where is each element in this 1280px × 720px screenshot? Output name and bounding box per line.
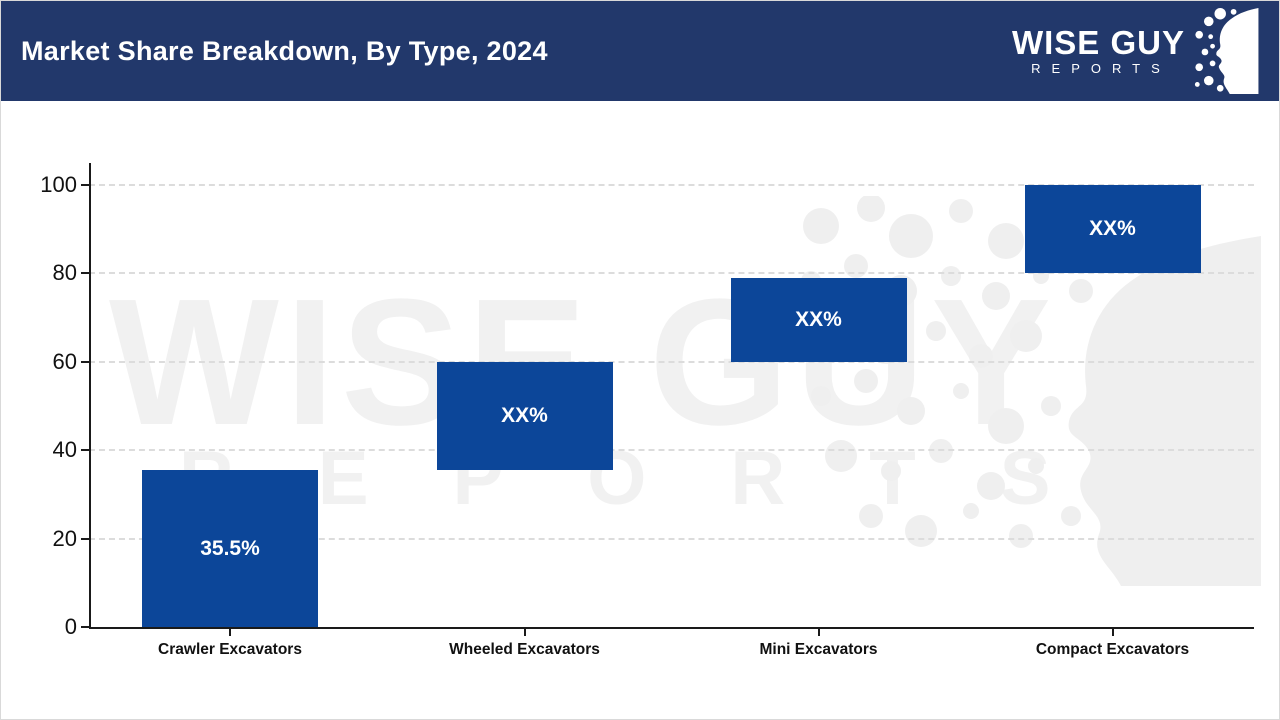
bar-value-label: XX% <box>501 403 548 427</box>
x-tick-mark <box>817 629 820 636</box>
bar-0: 35.5% <box>142 470 318 627</box>
bar-1: XX% <box>436 361 613 471</box>
x-axis-line <box>89 627 1254 629</box>
logo-face-dots-icon <box>1194 8 1259 94</box>
y-tick-mark <box>81 537 89 540</box>
bar-value-label: XX% <box>1089 217 1136 241</box>
y-tick-mark <box>81 449 89 452</box>
y-tick-mark <box>81 626 89 628</box>
gridline-80 <box>89 272 1254 275</box>
logo-text: WISE GUY REPORTS <box>1012 26 1185 76</box>
y-tick-label: 20 <box>52 525 77 551</box>
chart-plot-area: 0 20 40 60 80 100 Crawler Excavators Wheeled Ex… <box>1 101 1279 719</box>
bar-3: XX% <box>1024 185 1201 274</box>
x-tick-mark <box>1111 629 1114 636</box>
x-tick-label-2: Mini Excavators <box>759 641 878 658</box>
x-tick-label-0: Crawler Excavators <box>158 641 302 658</box>
gridline-100 <box>89 184 1254 186</box>
logo-subtitle: REPORTS <box>1031 60 1171 76</box>
y-tick-label: 80 <box>52 260 77 286</box>
watermark-subtitle: REPORTS <box>179 436 1135 521</box>
y-tick-label: 40 <box>52 437 77 463</box>
bar-value-label: 35.5% <box>200 536 260 560</box>
x-tick-mark <box>523 629 526 636</box>
watermark-face-dots-icon <box>792 196 1261 586</box>
bar-value-label: XX% <box>795 307 842 331</box>
y-tick-label: 100 <box>40 172 77 197</box>
gridline-40 <box>89 449 1254 452</box>
y-tick-label: 60 <box>52 348 77 374</box>
gridline-20 <box>89 537 1254 540</box>
y-tick-mark <box>81 360 89 363</box>
x-tick-mark <box>229 629 231 636</box>
header: Market Share Breakdown, By Type, 2024 WI… <box>1 1 1279 101</box>
bar-2: XX% <box>730 277 907 362</box>
y-tick-mark <box>81 184 89 186</box>
gridline-60 <box>89 360 1254 363</box>
logo-wordmark: WISE GUY <box>1011 24 1185 62</box>
y-tick-label: 0 <box>64 614 77 639</box>
page-title: Market Share Breakdown, By Type, 2024 <box>21 35 548 66</box>
x-tick-label-1: Wheeled Excavators <box>449 641 600 658</box>
y-tick-mark <box>81 272 89 275</box>
y-axis-line <box>89 162 91 629</box>
x-tick-label-3: Compact Excavators <box>1035 641 1190 658</box>
wiseguy-logo: WISE GUY REPORTS <box>1012 8 1261 94</box>
